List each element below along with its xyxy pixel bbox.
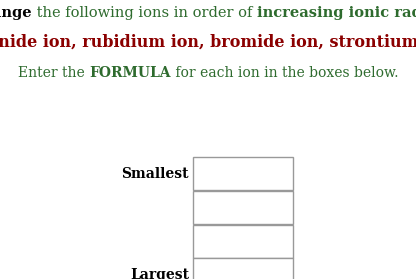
Text: Enter the: Enter the bbox=[18, 66, 89, 80]
Bar bbox=[193, 225, 293, 258]
Text: Largest: Largest bbox=[130, 268, 189, 279]
Bar bbox=[193, 157, 293, 190]
Text: increasing ionic radius: increasing ionic radius bbox=[257, 6, 416, 20]
Text: for each ion in the boxes below.: for each ion in the boxes below. bbox=[171, 66, 398, 80]
Bar bbox=[193, 258, 293, 279]
Text: selenide ion, rubidium ion, bromide ion, strontium ion: selenide ion, rubidium ion, bromide ion,… bbox=[0, 33, 416, 50]
Text: the following ions in order of: the following ions in order of bbox=[32, 6, 257, 20]
Bar bbox=[193, 191, 293, 224]
Text: FORMULA: FORMULA bbox=[89, 66, 171, 80]
Text: Smallest: Smallest bbox=[121, 167, 189, 181]
Text: Arrange: Arrange bbox=[0, 6, 32, 20]
